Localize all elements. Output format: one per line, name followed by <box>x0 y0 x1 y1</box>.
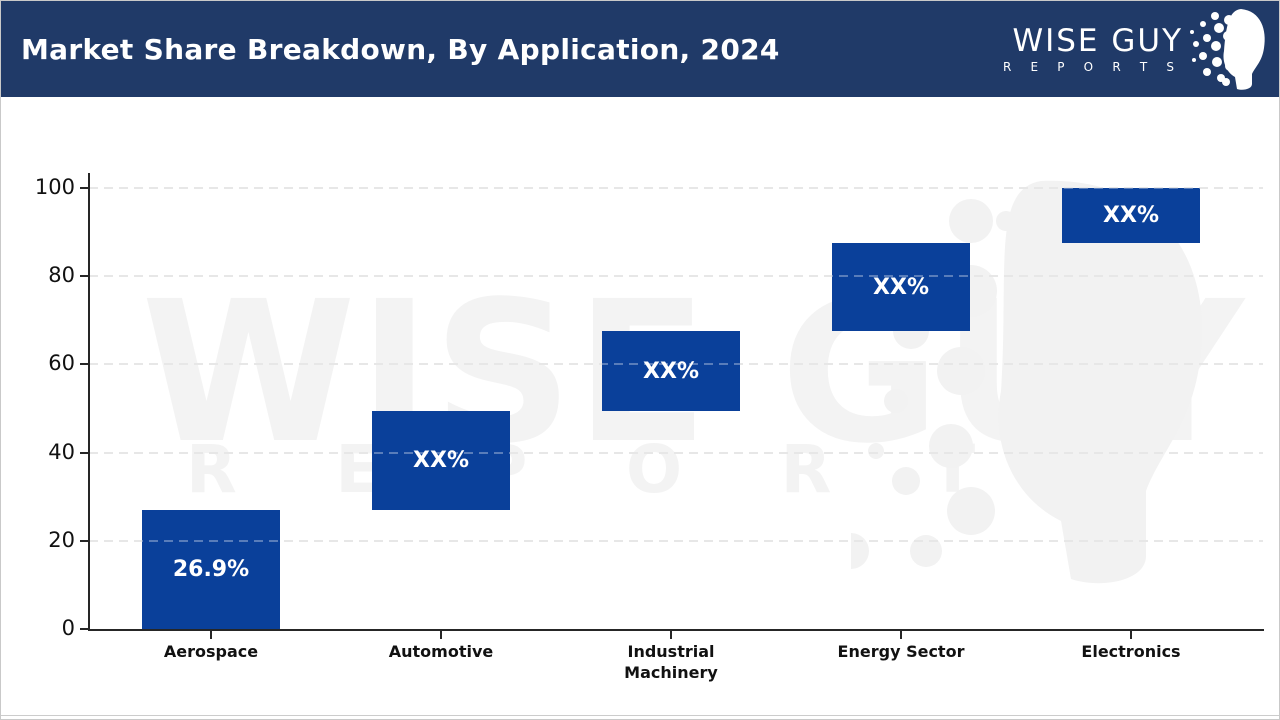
bar-segment: XX% <box>602 331 740 411</box>
bar-value-label: XX% <box>413 448 469 474</box>
logo-wordmark: WISE GUY R E P O R T S <box>997 22 1183 74</box>
category-label: Automotive <box>388 642 494 661</box>
y-tick-label: 40 <box>48 439 75 464</box>
gridline <box>89 187 1263 189</box>
y-tick <box>80 363 88 366</box>
bar-value-label: XX% <box>1103 203 1159 229</box>
y-tick-label: 60 <box>48 351 75 376</box>
gridline-overlay <box>89 539 1263 542</box>
y-axis <box>88 173 90 631</box>
x-tick <box>900 631 902 639</box>
x-tick <box>440 631 442 639</box>
y-tick <box>80 275 88 278</box>
x-tick <box>1130 631 1132 639</box>
bar-segment: 26.9% <box>142 510 280 629</box>
category-label: Electronics <box>1081 642 1181 661</box>
logo-wordmark-line2: R E P O R T S <box>1002 59 1183 74</box>
logo-wordmark-line1: WISE GUY <box>1012 22 1183 59</box>
bar-value-label: XX% <box>873 274 929 300</box>
y-tick-label: 20 <box>48 527 75 552</box>
x-tick <box>210 631 212 639</box>
bar-segment: XX% <box>1062 188 1200 244</box>
figure-bottom-border <box>1 715 1279 716</box>
x-axis <box>88 629 1264 631</box>
y-tick-label: 100 <box>34 175 75 199</box>
brand-logo: WISE GUY R E P O R T S <box>997 6 1267 92</box>
bar-value-label: 26.9% <box>172 557 250 583</box>
gridline-overlay <box>89 187 1263 189</box>
gridline <box>89 275 1263 278</box>
gridline-overlay <box>89 363 1263 366</box>
y-tick <box>80 187 88 189</box>
category-label: Industrial Machinery <box>624 642 718 682</box>
gridline <box>89 539 1263 542</box>
y-tick <box>80 628 88 630</box>
category-label: Energy Sector <box>837 642 965 661</box>
logo-head-icon <box>1190 9 1265 90</box>
y-tick <box>80 451 88 454</box>
gridline <box>89 451 1263 454</box>
bar-value-label: XX% <box>643 358 699 384</box>
header: Market Share Breakdown, By Application, … <box>1 1 1279 97</box>
x-tick <box>670 631 672 639</box>
y-tick-label: 80 <box>48 263 75 288</box>
bar-segment: XX% <box>832 243 970 332</box>
bar-segment: XX% <box>372 410 510 511</box>
y-tick <box>80 539 88 542</box>
y-tick-label: 0 <box>61 616 75 640</box>
gridline-overlay <box>89 451 1263 454</box>
category-label: Aerospace <box>163 642 259 661</box>
gridline-overlay <box>89 275 1263 278</box>
page-title: Market Share Breakdown, By Application, … <box>21 32 780 66</box>
